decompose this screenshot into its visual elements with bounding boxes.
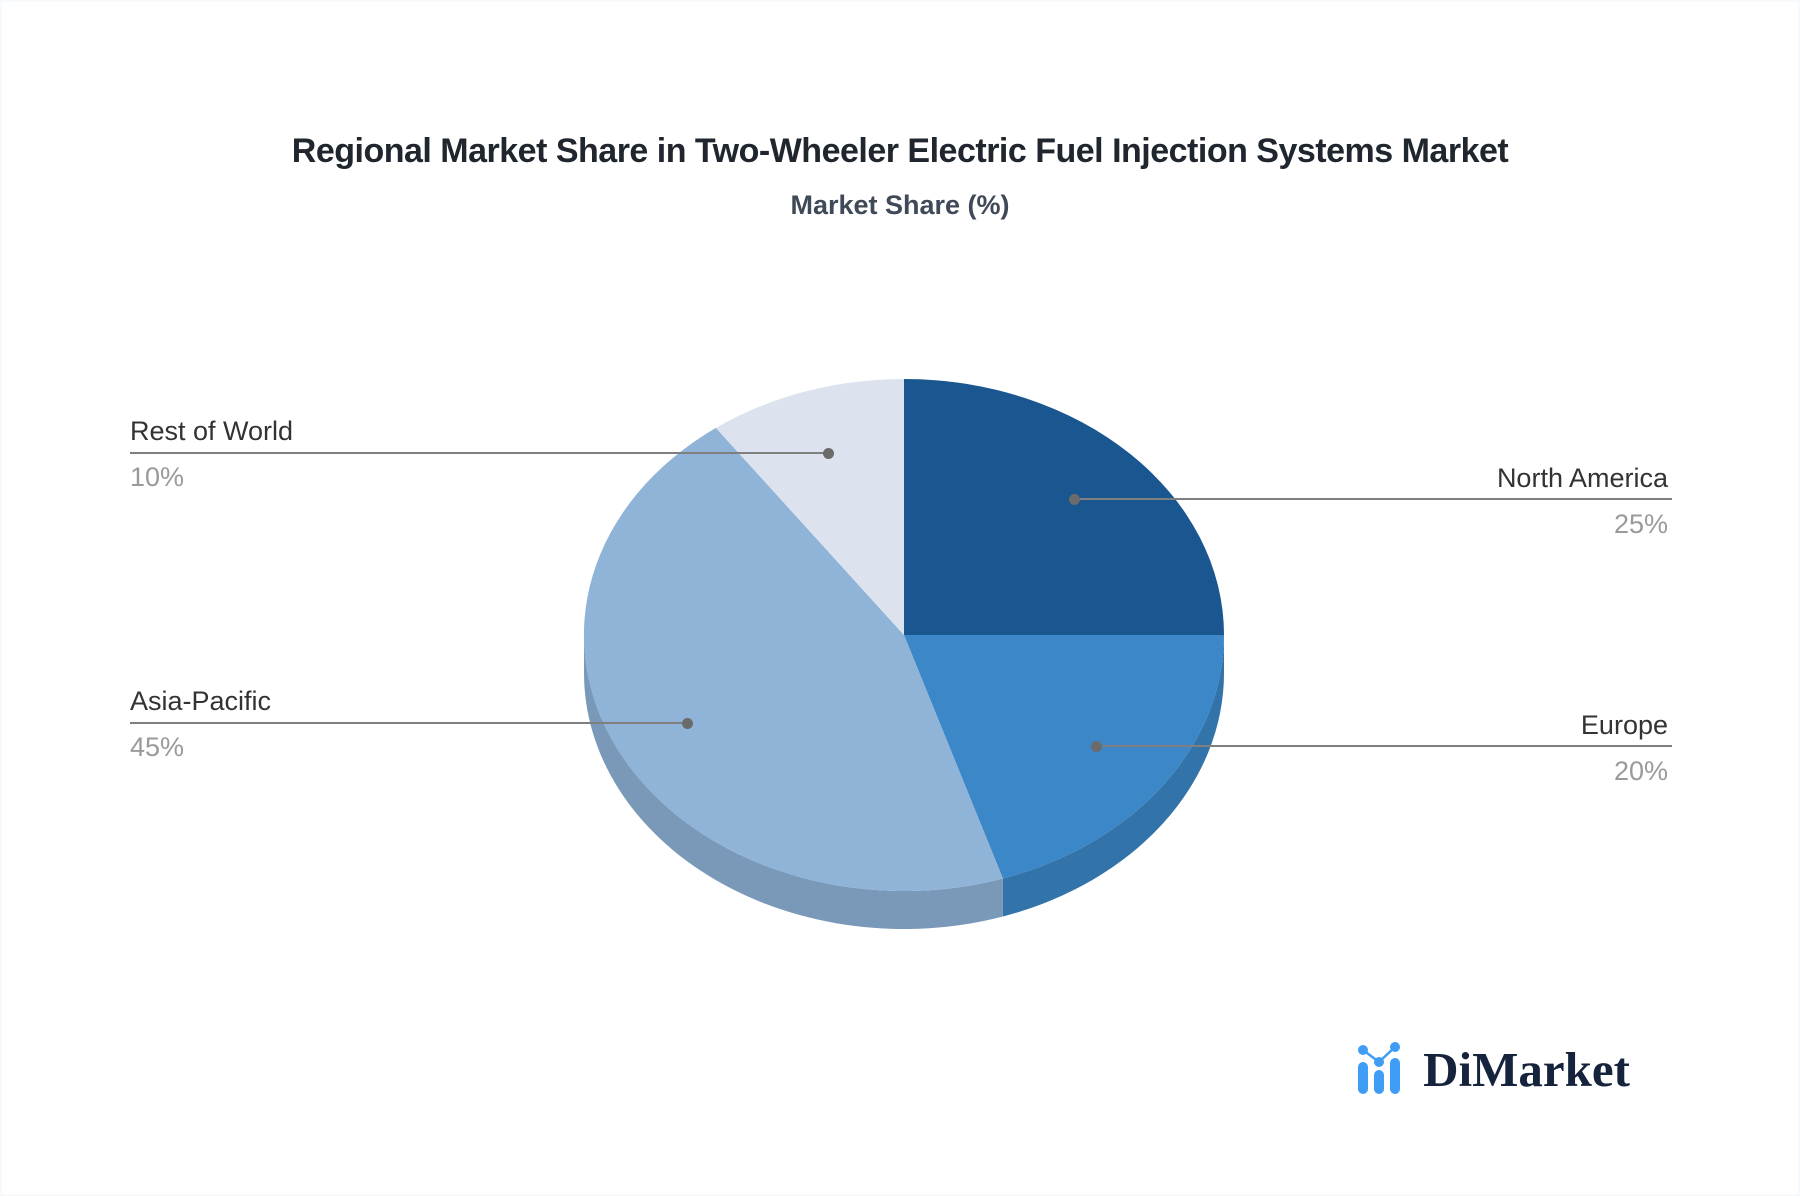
callout-label-europe: Europe xyxy=(1580,710,1668,740)
pie-slice-depth-europe xyxy=(1002,635,1225,917)
pie-slice-rest-of-world[interactable] xyxy=(715,379,904,635)
pie-slice-europe[interactable] xyxy=(904,635,1225,879)
callout-label-asia-pacific: Asia-Pacific xyxy=(130,686,272,716)
leader-dot-north-america xyxy=(1069,494,1080,505)
dimarket-logo-text: DiMarket xyxy=(1423,1042,1630,1097)
pie-slice-depth-asia-pacific xyxy=(584,635,1003,930)
leader-line-rest-of-world xyxy=(130,452,829,454)
leader-dot-europe xyxy=(1091,741,1102,752)
bar-line-chart-icon xyxy=(1358,1042,1401,1094)
leader-dot-asia-pacific xyxy=(682,718,693,729)
callout-value-north-america: 25% xyxy=(1613,509,1668,539)
callout-value-rest-of-world: 10% xyxy=(130,462,185,492)
leader-line-asia-pacific xyxy=(130,722,688,724)
leader-line-north-america xyxy=(1075,498,1672,500)
dimarket-logo: DiMarket xyxy=(1357,1040,1630,1094)
callout-value-europe: 20% xyxy=(1613,756,1668,786)
leader-dot-rest-of-world xyxy=(823,448,834,459)
leader-line-europe xyxy=(1097,745,1672,747)
callout-label-north-america: North America xyxy=(1496,463,1668,493)
pie-slice-north-america[interactable] xyxy=(904,379,1224,635)
pie-slice-asia-pacific[interactable] xyxy=(583,427,1003,892)
chart-title: Regional Market Share in Two-Wheeler Ele… xyxy=(291,132,1509,170)
chart-subtitle: Market Share (%) xyxy=(790,190,1010,220)
callout-label-rest-of-world: Rest of World xyxy=(130,416,294,446)
callout-value-asia-pacific: 45% xyxy=(130,732,185,762)
